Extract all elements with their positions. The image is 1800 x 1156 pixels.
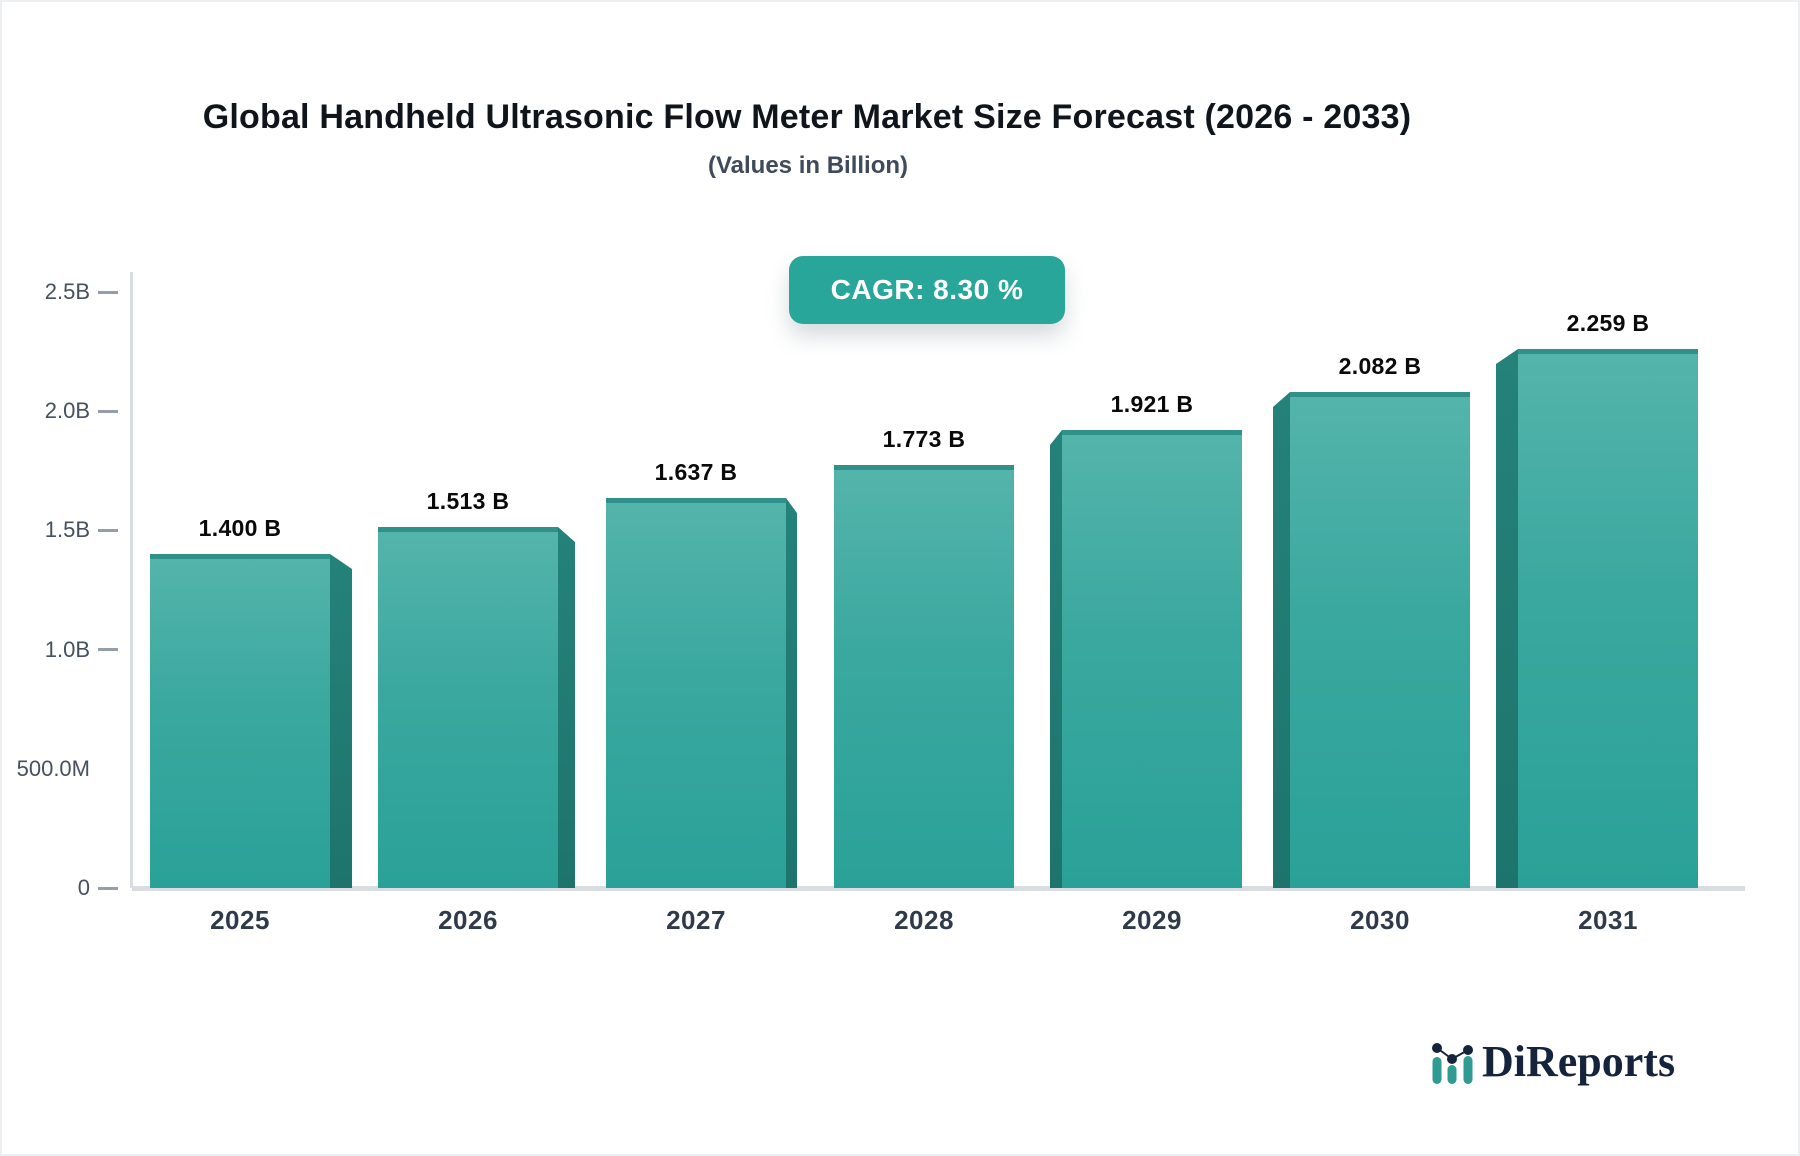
direports-logo: DiReports bbox=[1430, 1038, 1675, 1086]
bar-value-label: 1.637 B bbox=[654, 459, 738, 485]
x-axis-line bbox=[132, 886, 1745, 891]
y-axis-tick-label: 2.0B bbox=[44, 398, 90, 424]
x-axis-label: 2029 bbox=[1122, 905, 1182, 935]
bar-face bbox=[606, 498, 786, 888]
bar-value-label: 1.921 B bbox=[1110, 391, 1194, 417]
y-axis-tick-label: 1.5B bbox=[44, 517, 90, 543]
x-axis-label: 2025 bbox=[210, 905, 270, 935]
x-axis-label: 2028 bbox=[894, 905, 954, 935]
y-axis-tick-label: 1.0B bbox=[44, 636, 90, 662]
cagr-badge-label: CAGR: 8.30 % bbox=[830, 274, 1024, 305]
y-axis-tick-label: 500.0M bbox=[16, 755, 90, 781]
bar-face bbox=[1518, 349, 1698, 888]
mini-bar-line-chart-icon bbox=[1432, 1043, 1473, 1084]
bar-value-label: 1.513 B bbox=[426, 488, 510, 514]
logo-text: DiReports bbox=[1482, 1037, 1676, 1086]
bar-face bbox=[1062, 430, 1242, 888]
bar-side-face bbox=[1050, 430, 1062, 888]
bar-side-face bbox=[1273, 392, 1290, 888]
y-axis-tick-dash bbox=[98, 648, 118, 652]
bar-face bbox=[378, 527, 558, 888]
y-axis-tick-dash bbox=[98, 886, 118, 890]
bar-face bbox=[1290, 392, 1470, 888]
y-axis-tick-dash bbox=[98, 290, 118, 294]
y-axis-line bbox=[130, 272, 133, 888]
bar-value-label: 2.082 B bbox=[1338, 353, 1422, 379]
bar-value-label: 1.773 B bbox=[882, 426, 966, 452]
y-axis-tick-label: 0 bbox=[77, 875, 90, 900]
bar-side-face bbox=[558, 527, 575, 888]
bar-face bbox=[834, 465, 1014, 888]
bar-value-label: 1.400 B bbox=[198, 515, 282, 541]
y-axis-tick-dash bbox=[98, 409, 118, 413]
x-axis-label: 2031 bbox=[1578, 905, 1638, 935]
chart-title: Global Handheld Ultrasonic Flow Meter Ma… bbox=[202, 98, 1412, 136]
bar-value-label: 2.259 B bbox=[1566, 310, 1650, 336]
chart-subtitle: (Values in Billion) bbox=[707, 152, 909, 179]
bar-side-face bbox=[1496, 349, 1518, 888]
cagr-badge: CAGR: 8.30 % bbox=[789, 256, 1065, 324]
y-axis-tick-label: 2.5B bbox=[44, 279, 90, 304]
x-axis-label: 2026 bbox=[438, 905, 498, 935]
bar-side-face bbox=[330, 554, 352, 888]
bar-side-face bbox=[786, 498, 797, 888]
x-axis-label: 2027 bbox=[666, 905, 726, 935]
x-axis-label: 2030 bbox=[1350, 905, 1410, 935]
y-axis-tick-dash bbox=[98, 528, 118, 532]
bar-face bbox=[150, 554, 330, 888]
